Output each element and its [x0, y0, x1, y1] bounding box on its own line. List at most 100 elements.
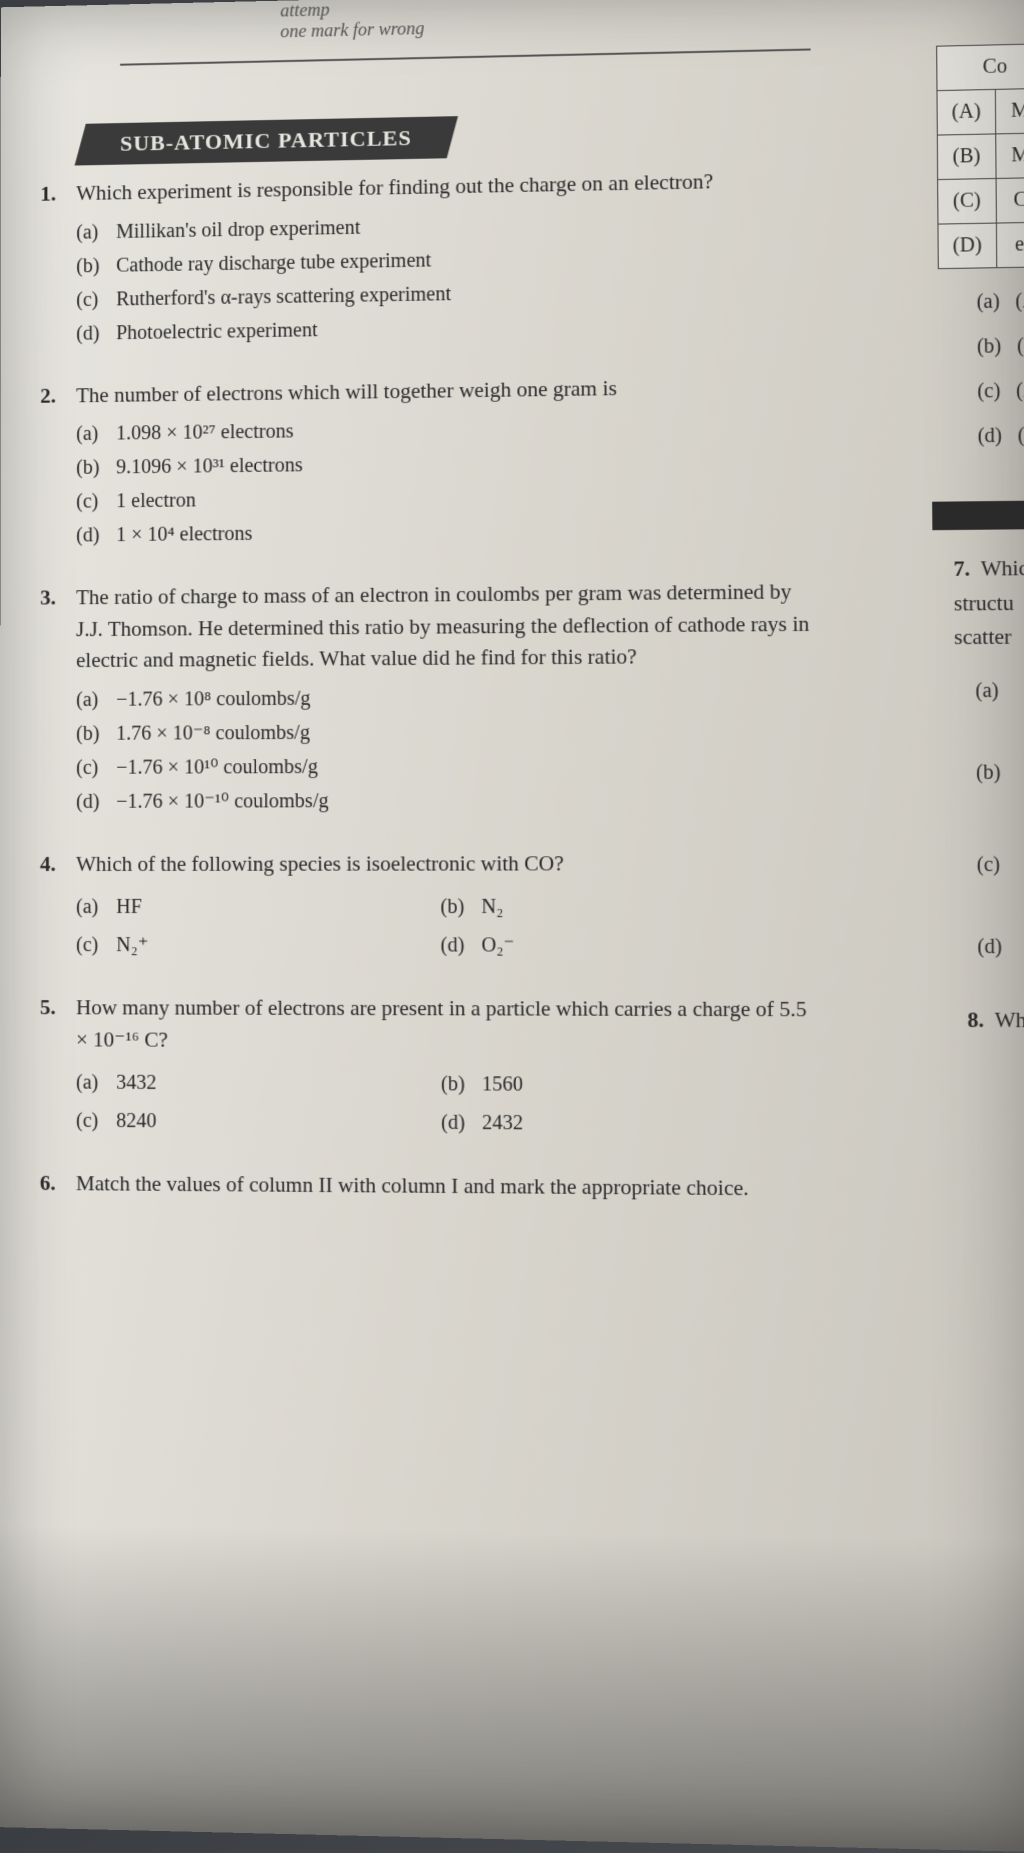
answer-val: (A	[1016, 379, 1024, 402]
question-body: Match the values of column II with colum…	[76, 1168, 814, 1205]
question-number: 6.	[40, 1168, 76, 1200]
option-item: (a)−1.76 × 10⁸ coulombs/g	[76, 680, 810, 714]
options-list: (a)3432(b)1560(c)8240(d)2432	[76, 1063, 813, 1144]
question-body: The number of electrons which will toget…	[76, 370, 809, 555]
answer-val: (A)	[1017, 334, 1024, 357]
question-item: 2.The number of electrons which will tog…	[40, 369, 834, 554]
option-text: 2432	[482, 1112, 523, 1135]
table-cell-key: (B)	[937, 134, 997, 180]
question-number: 3.	[40, 582, 76, 614]
section-header-tab: SUB-ATOMIC PARTICLES	[75, 116, 458, 165]
option-item: (b)N₂	[440, 892, 812, 923]
option-item: (c)−1.76 × 10¹⁰ coulombs/g	[76, 749, 811, 782]
header-divider	[120, 48, 811, 65]
q8-number: 8.	[967, 1007, 984, 1032]
question-text: Which experiment is responsible for find…	[76, 164, 807, 209]
question-item: 3.The ratio of charge to mass of an elec…	[40, 576, 836, 821]
header-partial-text: attemp one mark for wrong	[280, 0, 424, 42]
option-text: 1560	[482, 1073, 523, 1096]
option-text: −1.76 × 10⁸ coulombs/g	[116, 687, 310, 710]
answer-label: (b)	[977, 335, 1002, 358]
table-cell-key: (D)	[938, 223, 998, 269]
question-body: The ratio of charge to mass of an electr…	[76, 576, 811, 820]
option-text: 1.76 × 10⁻⁸ coulombs/g	[116, 721, 310, 744]
question-item: 4.Which of the following species is isoe…	[40, 847, 837, 965]
option-label: (c)	[76, 1106, 116, 1136]
right-answer-column: (a) (A) (b) (A) (c) (A (d) (A	[976, 277, 1024, 461]
q7-line2: structu	[954, 590, 1014, 615]
option-label: (a)	[76, 892, 116, 922]
q7-line3: scatter	[954, 625, 1012, 650]
page-container: attemp one mark for wrong SUB-ATOMIC PAR…	[0, 0, 1024, 1853]
table-row: (C) Ch	[937, 177, 1024, 224]
option-text: 3432	[116, 1072, 156, 1094]
q7-number: 7.	[953, 556, 970, 581]
option-item: (c)1 electron	[76, 479, 809, 517]
option-text: 8240	[116, 1110, 156, 1132]
question-7-fragment: 7. Which structu scatter	[953, 551, 1024, 655]
option-label: (a)	[76, 1068, 116, 1098]
option-label: (d)	[76, 318, 116, 348]
option-text: 1 electron	[116, 489, 196, 512]
option-item: (a)HF	[76, 892, 440, 922]
option-label: (c)	[76, 284, 116, 314]
q7-option-d: (d)	[977, 931, 1024, 964]
answer-row: (c) (A	[977, 370, 1024, 412]
option-label: (b)	[441, 1069, 482, 1100]
option-text: Photoelectric experiment	[116, 319, 317, 344]
options-list: (a)−1.76 × 10⁸ coulombs/g(b)1.76 × 10⁻⁸ …	[76, 680, 811, 816]
option-text: N₂⁺	[116, 934, 148, 956]
question-item: 6.Match the values of column II with col…	[40, 1168, 839, 1206]
option-text: −1.76 × 10¹⁰ coulombs/g	[116, 755, 318, 778]
option-label: (c)	[76, 752, 116, 782]
question-number: 5.	[40, 992, 76, 1024]
option-item: (c)N₂⁺	[76, 930, 441, 961]
option-text: N₂	[481, 896, 503, 918]
answer-key-table: Co (A) Ma (B) Ma (C) Ch (D) e/r	[936, 43, 1024, 269]
option-label: (b)	[76, 718, 116, 748]
option-item: (d)2432	[441, 1108, 813, 1141]
table-cell-key: (C)	[937, 178, 997, 224]
table-row: (B) Ma	[937, 133, 1024, 180]
option-text: −1.76 × 10⁻¹⁰ coulombs/g	[116, 790, 328, 813]
option-item: (a)1.098 × 10²⁷ electrons	[76, 410, 809, 449]
table-cell-val: Ch	[996, 177, 1024, 223]
section-divider-bar	[932, 500, 1024, 530]
option-item: (c)8240	[76, 1106, 441, 1138]
option-item: (d)O₂⁻	[440, 930, 812, 961]
table-row: (A) Ma	[937, 88, 1024, 135]
option-label: (d)	[76, 520, 116, 550]
q8-text: Wh	[995, 1008, 1024, 1033]
q7-option-a: (a)	[975, 674, 1024, 707]
table-cell-key: (A)	[937, 89, 997, 135]
header-prefix: attemp	[280, 0, 329, 21]
answer-row: (d) (A	[977, 415, 1024, 457]
question-item: 1.Which experiment is responsible for fi…	[40, 164, 833, 353]
question-text: How many number of electrons are present…	[76, 992, 813, 1058]
q7-text: Which	[981, 556, 1024, 581]
table-header: Co	[936, 44, 1024, 91]
option-text: 1.098 × 10²⁷ electrons	[116, 420, 293, 444]
table-row: (D) e/r	[938, 222, 1024, 269]
answer-label: (c)	[977, 380, 1000, 403]
question-body: How many number of electrons are present…	[76, 992, 813, 1144]
answer-val: (A	[1018, 424, 1024, 447]
option-label: (b)	[76, 453, 116, 483]
option-text: O₂⁻	[481, 934, 514, 956]
answer-label: (d)	[977, 425, 1002, 448]
option-text: Cathode ray discharge tube experiment	[116, 249, 431, 276]
header-main: one mark for wrong	[280, 18, 424, 41]
option-text: 9.1096 × 10³¹ electrons	[116, 454, 303, 478]
option-label: (a)	[76, 684, 116, 714]
option-text: HF	[116, 896, 142, 918]
option-label: (d)	[441, 1108, 482, 1139]
option-text: Millikan's oil drop experiment	[116, 216, 360, 242]
answer-row: (a) (A)	[976, 281, 1024, 323]
option-label: (a)	[76, 217, 116, 247]
option-label: (b)	[76, 250, 116, 280]
question-number: 1.	[40, 178, 76, 210]
option-label: (c)	[76, 486, 116, 516]
page-shadow	[0, 1523, 1024, 1852]
option-text: 1 × 10⁴ electrons	[116, 523, 252, 546]
q7-option-c: (c)	[977, 848, 1024, 881]
